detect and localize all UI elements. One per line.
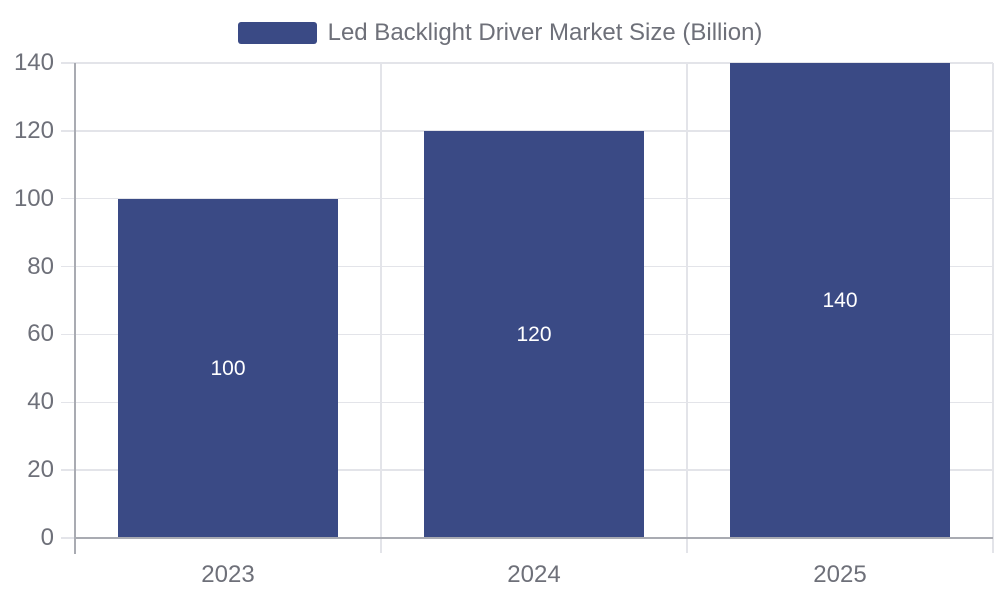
gridline-vertical xyxy=(686,63,688,538)
bar-2025[interactable]: 140 xyxy=(730,63,950,538)
legend-swatch xyxy=(237,22,317,44)
bar-2024[interactable]: 120 xyxy=(424,130,644,538)
y-axis-tick xyxy=(61,469,75,471)
y-axis-line xyxy=(74,63,76,554)
y-axis-tick xyxy=(61,265,75,268)
bar-value-label: 140 xyxy=(822,289,858,312)
y-tick-label: 80 xyxy=(27,252,54,280)
y-axis-tick xyxy=(61,130,75,132)
y-tick-label: 0 xyxy=(40,524,54,551)
x-tick-label-2023: 2023 xyxy=(201,561,255,588)
y-axis-tick xyxy=(61,62,75,64)
y-axis-tick xyxy=(61,197,75,200)
bar-2023[interactable]: 100 xyxy=(118,198,338,538)
plot-area: 0 20 40 60 80 100 120 140 100 120 140 2023 2024 2025 xyxy=(14,49,994,588)
legend-label: Led Backlight Driver Market Size (Billio… xyxy=(327,19,763,46)
y-tick-label: 120 xyxy=(13,116,54,144)
bar-value-label: 120 xyxy=(516,322,552,346)
gridline-horizontal xyxy=(75,62,993,64)
y-axis-tick xyxy=(61,333,75,336)
y-tick-label: 60 xyxy=(27,320,54,348)
y-tick-label: 20 xyxy=(27,456,54,484)
x-axis-tick xyxy=(380,538,382,553)
y-tick-label: 140 xyxy=(13,49,54,76)
x-axis-line xyxy=(75,537,993,539)
bar-value-label: 100 xyxy=(210,356,246,380)
x-axis-tick xyxy=(686,538,688,553)
y-tick-label: 40 xyxy=(27,388,54,416)
y-tick-label: 100 xyxy=(13,184,54,212)
y-axis-tick xyxy=(61,401,75,404)
x-tick-label-2025: 2025 xyxy=(813,561,867,588)
x-axis-tick xyxy=(992,538,994,553)
y-axis-tick xyxy=(61,537,75,539)
gridline-vertical xyxy=(380,63,382,538)
legend[interactable]: Led Backlight Driver Market Size (Billio… xyxy=(0,21,1000,45)
x-tick-label-2024: 2024 xyxy=(507,561,561,588)
gridline-vertical xyxy=(992,63,994,538)
